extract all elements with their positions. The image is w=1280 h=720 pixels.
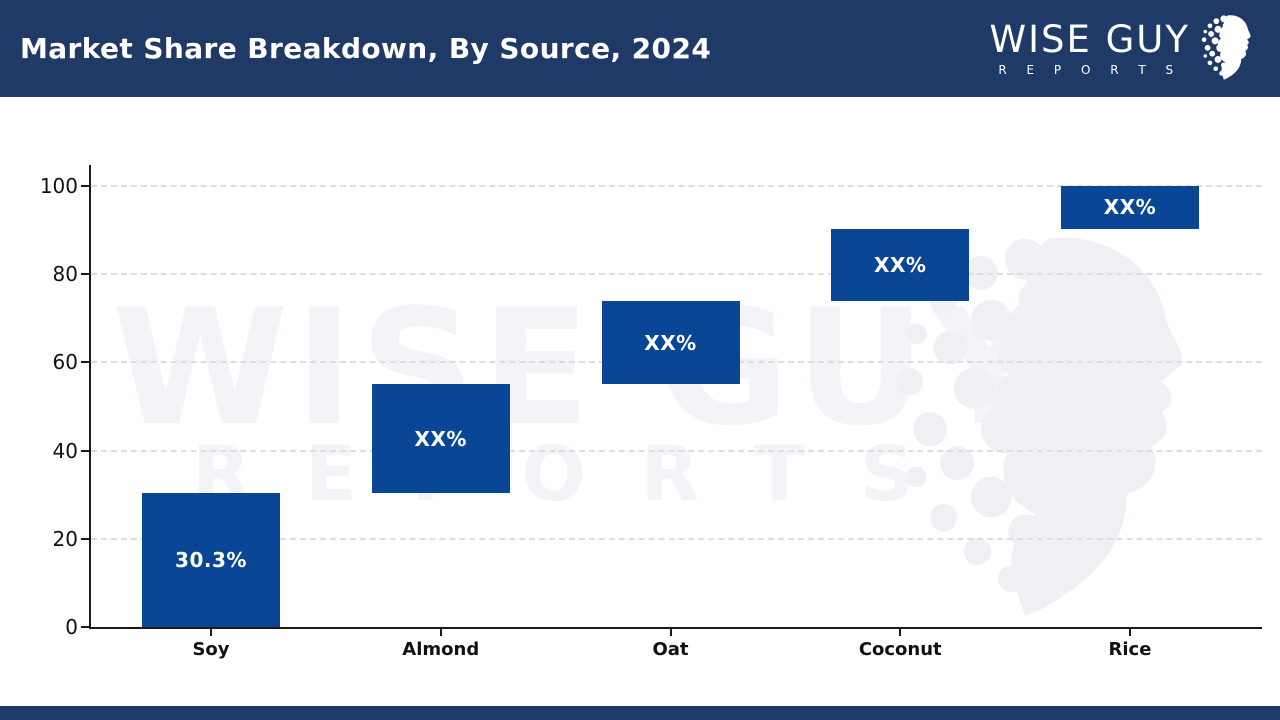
gridline-100 <box>91 185 1262 187</box>
bar-oat: XX% <box>601 301 740 385</box>
y-tick-mark-80 <box>81 273 90 276</box>
y-tick-label-0: 0 <box>65 615 78 639</box>
y-tick-label-100: 100 <box>39 174 78 198</box>
x-tick-mark-almond <box>439 629 442 636</box>
x-category-label-coconut: Coconut <box>858 639 942 660</box>
bar-value-label-oat: XX% <box>644 330 697 355</box>
x-tick-mark-soy <box>210 629 212 636</box>
y-tick-label-40: 40 <box>52 438 78 463</box>
x-category-label-soy: Soy <box>192 639 230 660</box>
footer-bar <box>0 706 1280 720</box>
page-title: Market Share Breakdown, By Source, 2024 <box>20 32 712 65</box>
head-of-dots-icon <box>1201 14 1251 80</box>
wise-guy-logo: WISE GUY R E P O R T S <box>990 14 1254 84</box>
y-tick-mark-0 <box>81 626 90 628</box>
x-axis-line <box>89 627 1262 629</box>
bar-coconut: XX% <box>831 228 970 302</box>
y-tick-mark-100 <box>81 185 90 187</box>
y-tick-label-60: 60 <box>52 350 78 375</box>
bar-rice: XX% <box>1061 186 1199 229</box>
x-category-label-oat: Oat <box>652 639 689 660</box>
bar-value-label-almond: XX% <box>414 426 467 451</box>
logo-text: WISE GUY R E P O R T S <box>990 21 1190 77</box>
y-tick-mark-20 <box>81 537 90 540</box>
y-tick-label-20: 20 <box>52 526 78 551</box>
bar-value-label-rice: XX% <box>1103 195 1157 220</box>
x-tick-mark-oat <box>669 629 672 636</box>
gridline-80 <box>91 273 1262 276</box>
x-category-label-almond: Almond <box>402 639 480 660</box>
gridline-40 <box>91 449 1262 452</box>
watermark-text-line1: WISE GUY <box>112 274 1054 461</box>
y-axis-line <box>89 165 91 629</box>
bar-soy: 30.3% <box>142 493 280 627</box>
logo-name: WISE GUY <box>989 17 1190 61</box>
x-tick-mark-coconut <box>899 629 902 636</box>
logo-tagline: R E P O R T S <box>998 62 1182 77</box>
y-tick-mark-40 <box>81 449 90 452</box>
header-bar: Market Share Breakdown, By Source, 2024 … <box>0 0 1280 97</box>
bar-value-label-coconut: XX% <box>874 252 927 277</box>
y-tick-label-80: 80 <box>52 262 78 287</box>
y-tick-mark-60 <box>81 361 90 364</box>
x-category-label-rice: Rice <box>1108 639 1152 660</box>
gridline-20 <box>91 537 1262 540</box>
watermark-text-line2: R E P O R T S <box>192 429 929 518</box>
bar-value-label-soy: 30.3% <box>175 548 247 573</box>
x-tick-mark-rice <box>1129 629 1131 636</box>
bar-almond: XX% <box>371 384 510 494</box>
